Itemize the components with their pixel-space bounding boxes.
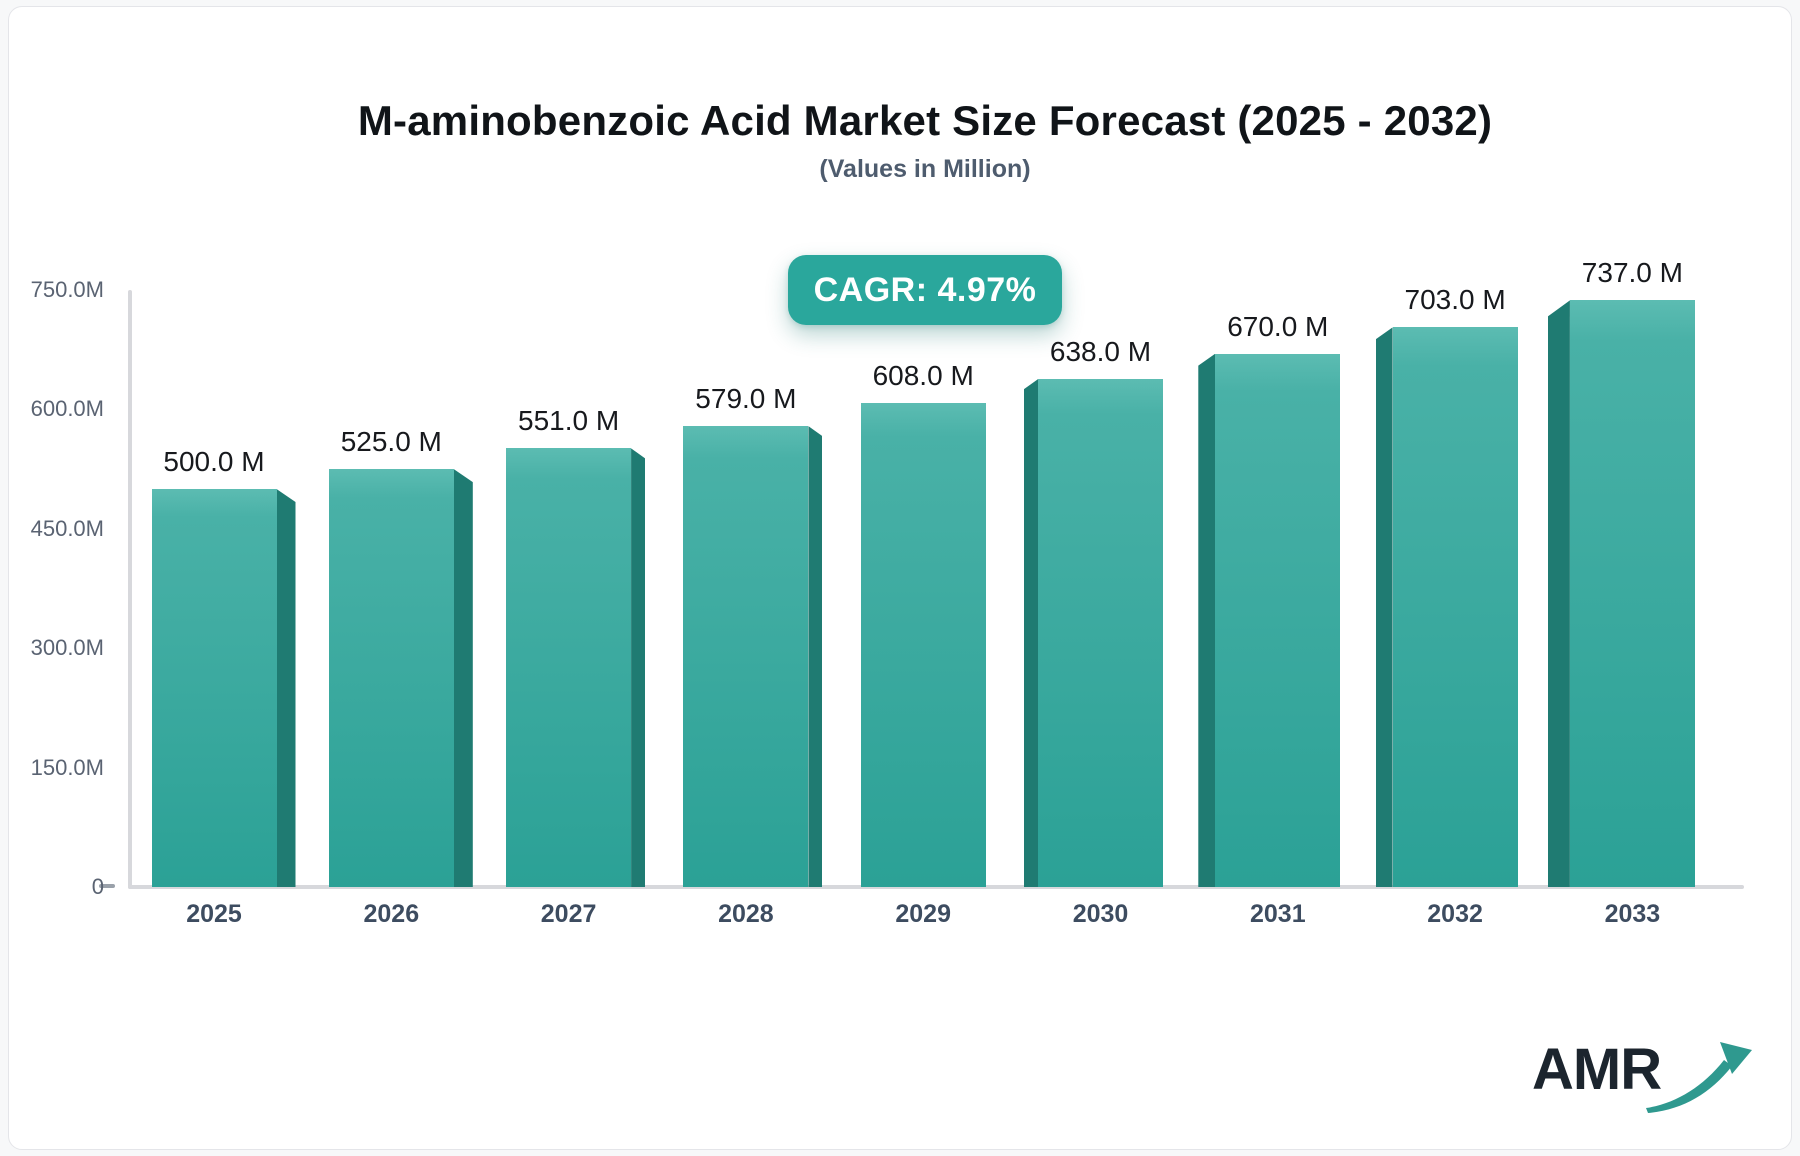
cagr-badge: CAGR: 4.97% <box>788 255 1062 325</box>
bar-2031 <box>1215 353 1341 887</box>
x-tick-label: 2025 <box>186 900 242 928</box>
y-tick-label: 300.0M <box>30 635 104 661</box>
bar-2026 <box>328 469 454 887</box>
bar-value-label: 638.0 M <box>1049 336 1152 368</box>
growth-arrow-icon <box>1646 1042 1752 1113</box>
y-axis-line <box>128 290 132 889</box>
bar-value-label: 737.0 M <box>1581 257 1683 289</box>
x-tick-label: 2027 <box>540 900 597 928</box>
y-tick-label: 750.0M <box>30 277 104 302</box>
bar-2032 <box>1392 327 1518 887</box>
y-tick-label: 450.0M <box>30 515 104 541</box>
bar-value-label: 579.0 M <box>695 383 797 415</box>
x-axis-line <box>128 885 1744 889</box>
y-tick-label: 150.0M <box>30 754 104 780</box>
x-tick-label: 2033 <box>1604 900 1661 928</box>
bar-side-face <box>1198 353 1216 887</box>
bar-2029 <box>860 403 986 887</box>
x-tick-label: 2030 <box>1072 900 1129 928</box>
chart-title: M-aminobenzoic Acid Market Size Forecast… <box>357 97 1493 144</box>
bar-side-face <box>453 469 473 887</box>
bar-2030 <box>1038 379 1163 887</box>
amr-logo: AMR <box>1532 1028 1762 1118</box>
y-tick-label: 600.0M <box>30 396 104 422</box>
bar-value-label: 608.0 M <box>872 360 974 392</box>
bar-side-face <box>1375 327 1393 887</box>
bar-value-label: 703.0 M <box>1404 284 1506 316</box>
bar-side-face <box>631 448 646 887</box>
bar-2033 <box>1569 300 1695 887</box>
cagr-badge-label: CAGR: 4.97% <box>813 270 1037 309</box>
bar-side-face <box>276 489 296 887</box>
bar-side-face <box>1024 379 1038 887</box>
bar-value-label: 500.0 M <box>163 446 265 477</box>
amr-logo-text: AMR <box>1532 1037 1662 1102</box>
x-tick-label: 2028 <box>718 900 774 928</box>
x-tick-label: 2031 <box>1249 900 1306 928</box>
chart-subtitle: (Values in Million) <box>819 155 1031 183</box>
bar-side-face <box>1547 300 1570 887</box>
bar-side-face <box>808 426 823 887</box>
bar-2027 <box>506 448 632 887</box>
x-tick-label: 2029 <box>895 900 951 928</box>
bar-2028 <box>683 426 809 887</box>
bar-value-label: 551.0 M <box>518 405 620 437</box>
bar-value-label: 525.0 M <box>340 426 442 458</box>
y-tick-label: 0 <box>91 874 104 899</box>
bar-2025 <box>151 489 277 887</box>
x-tick-label: 2026 <box>363 900 420 928</box>
x-tick-label: 2032 <box>1427 900 1483 928</box>
zero-tick-mark <box>99 884 115 888</box>
bar-value-label: 670.0 M <box>1227 310 1329 342</box>
